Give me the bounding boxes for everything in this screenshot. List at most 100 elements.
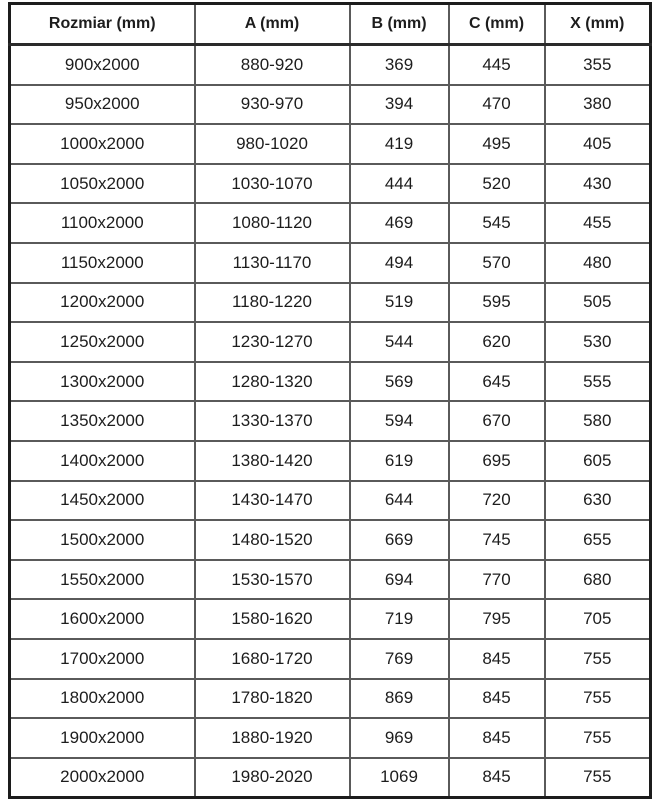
table-row: 1600x2000 1580-1620 719 795 705: [8, 598, 652, 640]
table-cell: 1180-1220: [193, 281, 351, 324]
table-cell: 519: [348, 281, 450, 324]
table-row: 1150x2000 1130-1170 494 570 480: [8, 241, 652, 284]
table-cell: 380: [543, 83, 652, 126]
table-cell: 469: [348, 202, 450, 244]
table-cell: 445: [447, 43, 546, 86]
table-cell: 655: [543, 519, 652, 561]
header-row: Rozmiar (mm) A (mm) B (mm) C (mm) X (mm): [8, 2, 652, 46]
table-cell: 950x2000: [8, 83, 196, 126]
table-cell: 1480-1520: [193, 519, 351, 561]
table-cell: 1680-1720: [193, 637, 351, 680]
table-cell: 1430-1470: [193, 479, 351, 522]
table-cell: 355: [543, 43, 652, 86]
header-cell: Rozmiar (mm): [8, 2, 196, 46]
table-row: 950x2000 930-970 394 470 380: [8, 83, 652, 126]
table-cell: 1900x2000: [8, 717, 196, 759]
table-cell: 720: [447, 479, 546, 522]
table-cell: 1330-1370: [193, 400, 351, 442]
table-row: 1500x2000 1480-1520 669 745 655: [8, 519, 652, 561]
table-row: 1400x2000 1380-1420 619 695 605: [8, 439, 652, 482]
table-row: 1550x2000 1530-1570 694 770 680: [8, 558, 652, 601]
table-row: 1450x2000 1430-1470 644 720 630: [8, 479, 652, 522]
table-cell: 755: [543, 677, 652, 720]
table-cell: 845: [447, 717, 546, 759]
table-cell: 545: [447, 202, 546, 244]
table-cell: 1550x2000: [8, 558, 196, 601]
table-cell: 769: [348, 637, 450, 680]
table-cell: 980-1020: [193, 123, 351, 165]
table-cell: 405: [543, 123, 652, 165]
table-cell: 705: [543, 598, 652, 640]
table-cell: 1400x2000: [8, 439, 196, 482]
table-cell: 669: [348, 519, 450, 561]
table-cell: 1530-1570: [193, 558, 351, 601]
table-cell: 1100x2000: [8, 202, 196, 244]
table-cell: 1350x2000: [8, 400, 196, 442]
table-row: 1050x2000 1030-1070 444 520 430: [8, 162, 652, 205]
table-cell: 494: [348, 241, 450, 284]
table-cell: 520: [447, 162, 546, 205]
table-cell: 569: [348, 360, 450, 403]
table-cell: 930-970: [193, 83, 351, 126]
table-cell: 880-920: [193, 43, 351, 86]
table-cell: 1030-1070: [193, 162, 351, 205]
table-cell: 755: [543, 717, 652, 759]
table-cell: 1000x2000: [8, 123, 196, 165]
table-row: 1200x2000 1180-1220 519 595 505: [8, 281, 652, 324]
table-row: 900x2000 880-920 369 445 355: [8, 43, 652, 86]
table-row: 1100x2000 1080-1120 469 545 455: [8, 202, 652, 244]
table-row: 2000x2000 1980-2020 1069 845 755: [8, 756, 652, 800]
table-cell: 1880-1920: [193, 717, 351, 759]
table-cell: 1450x2000: [8, 479, 196, 522]
table-cell: 1200x2000: [8, 281, 196, 324]
table-cell: 1600x2000: [8, 598, 196, 640]
table-cell: 505: [543, 281, 652, 324]
table-row: 1250x2000 1230-1270 544 620 530: [8, 321, 652, 363]
table-cell: 455: [543, 202, 652, 244]
table-cell: 1250x2000: [8, 321, 196, 363]
table-cell: 530: [543, 321, 652, 363]
table-row: 1000x2000 980-1020 419 495 405: [8, 123, 652, 165]
table-cell: 1980-2020: [193, 756, 351, 800]
table-row: 1300x2000 1280-1320 569 645 555: [8, 360, 652, 403]
table-cell: 869: [348, 677, 450, 720]
table-cell: 369: [348, 43, 450, 86]
table-cell: 555: [543, 360, 652, 403]
table-cell: 1500x2000: [8, 519, 196, 561]
table-cell: 594: [348, 400, 450, 442]
table-cell: 969: [348, 717, 450, 759]
table-cell: 470: [447, 83, 546, 126]
size-table: Rozmiar (mm) A (mm) B (mm) C (mm) X (mm) 900…: [8, 2, 652, 800]
table-cell: 1380-1420: [193, 439, 351, 482]
table-cell: 770: [447, 558, 546, 601]
table-cell: 1230-1270: [193, 321, 351, 363]
table-cell: 1069: [348, 756, 450, 800]
table-cell: 1130-1170: [193, 241, 351, 284]
table-cell: 795: [447, 598, 546, 640]
table-cell: 430: [543, 162, 652, 205]
table-cell: 1280-1320: [193, 360, 351, 403]
table-cell: 580: [543, 400, 652, 442]
header-cell: C (mm): [447, 2, 546, 46]
table-cell: 570: [447, 241, 546, 284]
header-cell: X (mm): [543, 2, 652, 46]
table-cell: 619: [348, 439, 450, 482]
table-cell: 630: [543, 479, 652, 522]
table-cell: 845: [447, 637, 546, 680]
table-cell: 605: [543, 439, 652, 482]
table-cell: 419: [348, 123, 450, 165]
table-cell: 670: [447, 400, 546, 442]
table-cell: 845: [447, 756, 546, 800]
header-cell: B (mm): [348, 2, 450, 46]
table-header: Rozmiar (mm) A (mm) B (mm) C (mm) X (mm): [8, 2, 652, 46]
table-cell: 444: [348, 162, 450, 205]
table-cell: 1300x2000: [8, 360, 196, 403]
table-cell: 719: [348, 598, 450, 640]
table-cell: 645: [447, 360, 546, 403]
table-cell: 900x2000: [8, 43, 196, 86]
table-row: 1800x2000 1780-1820 869 845 755: [8, 677, 652, 720]
table-cell: 755: [543, 637, 652, 680]
table-cell: 1050x2000: [8, 162, 196, 205]
table-cell: 620: [447, 321, 546, 363]
